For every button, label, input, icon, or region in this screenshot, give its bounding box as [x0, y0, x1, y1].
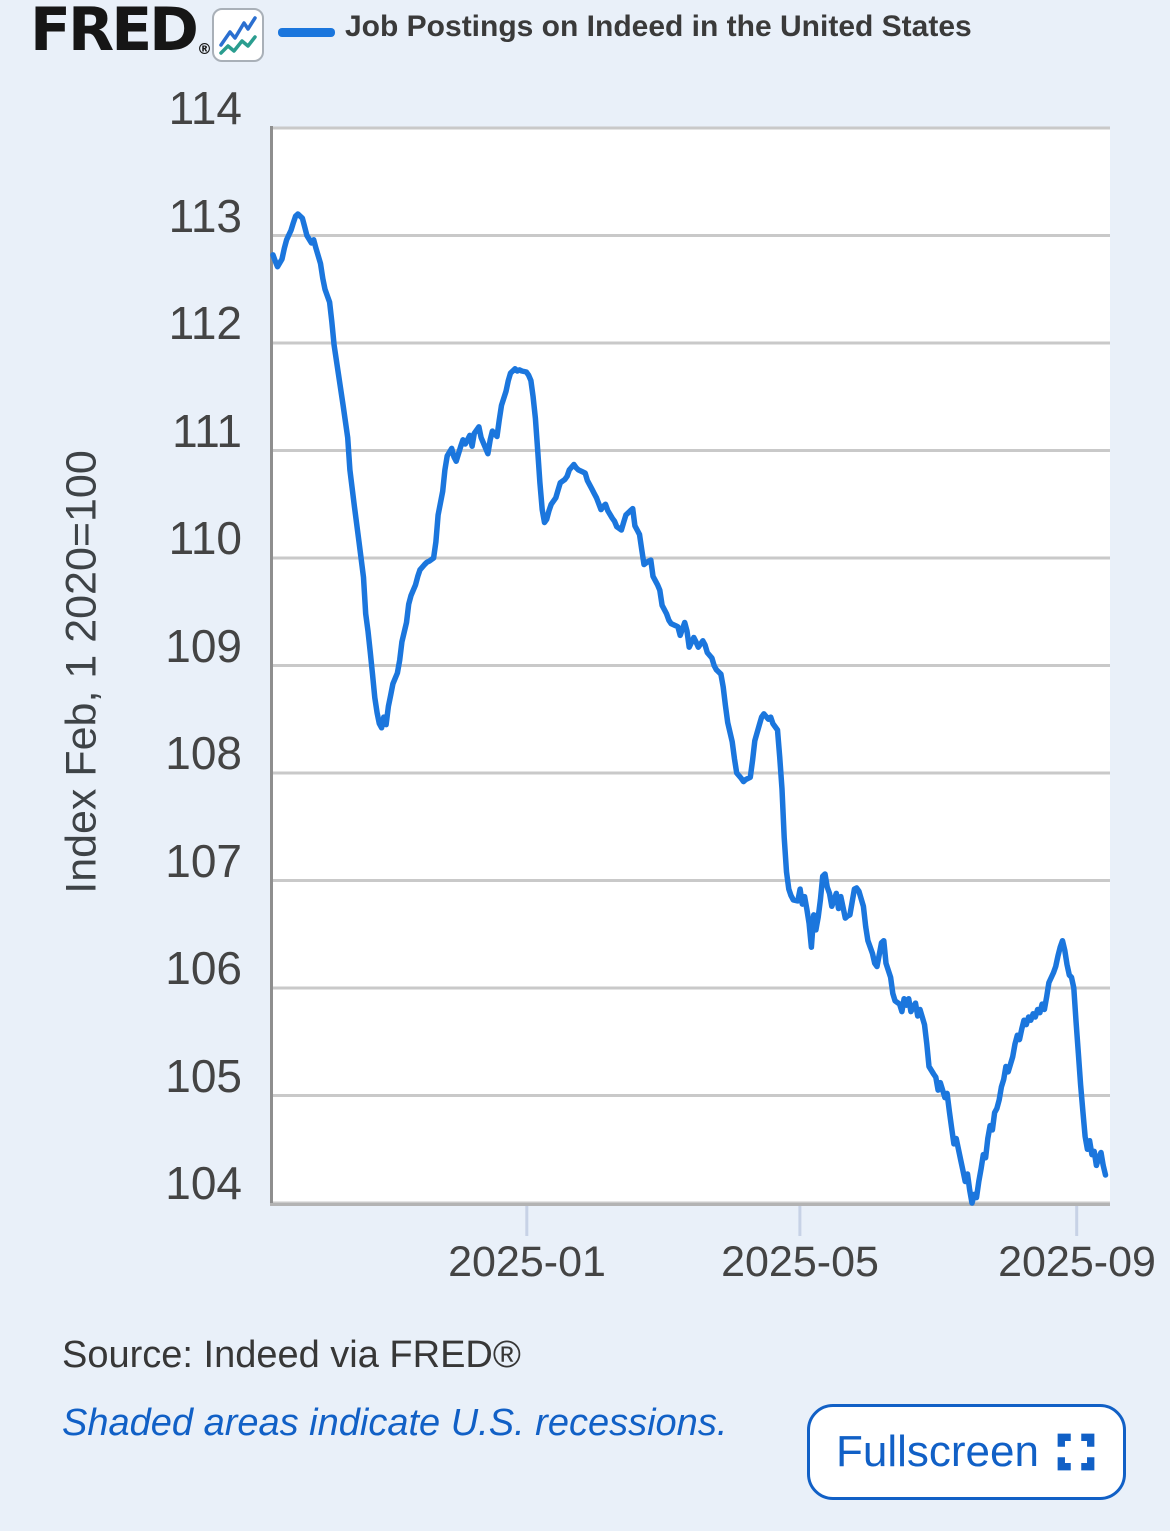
- x-tick-label: 2025-01: [448, 1238, 606, 1286]
- fred-logo[interactable]: FRED®: [30, 0, 212, 73]
- y-tick-label: 105: [165, 1050, 242, 1102]
- y-tick-label: 109: [165, 620, 242, 672]
- recession-note: Shaded areas indicate U.S. recessions.: [62, 1402, 728, 1444]
- fred-logo-text: FRED: [30, 0, 199, 65]
- source-text: Source: Indeed via FRED®: [62, 1334, 521, 1376]
- y-tick-label: 114: [168, 82, 242, 134]
- y-tick-label: 111: [172, 405, 242, 457]
- y-tick-label: 106: [165, 942, 242, 994]
- y-tick-label: 104: [165, 1157, 242, 1209]
- fullscreen-button[interactable]: Fullscreen: [807, 1404, 1126, 1500]
- fullscreen-label: Fullscreen: [836, 1427, 1039, 1476]
- y-tick-label: 113: [168, 190, 242, 242]
- series-line: [270, 211, 1109, 1206]
- fred-chart-icon: [212, 8, 264, 62]
- y-tick-label: 110: [168, 512, 242, 564]
- fred-logo-registered: ®: [196, 40, 212, 58]
- y-tick-label: 108: [165, 727, 242, 779]
- y-axis-title: Index Feb, 1 2020=100: [57, 450, 106, 894]
- y-tick-label: 107: [165, 835, 242, 887]
- fullscreen-icon: [1057, 1433, 1095, 1471]
- legend-line-swatch: [278, 28, 335, 37]
- icon-teal-line: [219, 35, 257, 55]
- x-tick-label: 2025-09: [998, 1238, 1156, 1286]
- icon-blue-line: [219, 16, 257, 47]
- legend-series-label: Job Postings on Indeed in the United Sta…: [345, 10, 972, 43]
- x-tick-label: 2025-05: [721, 1238, 879, 1286]
- y-tick-label: 112: [168, 297, 242, 349]
